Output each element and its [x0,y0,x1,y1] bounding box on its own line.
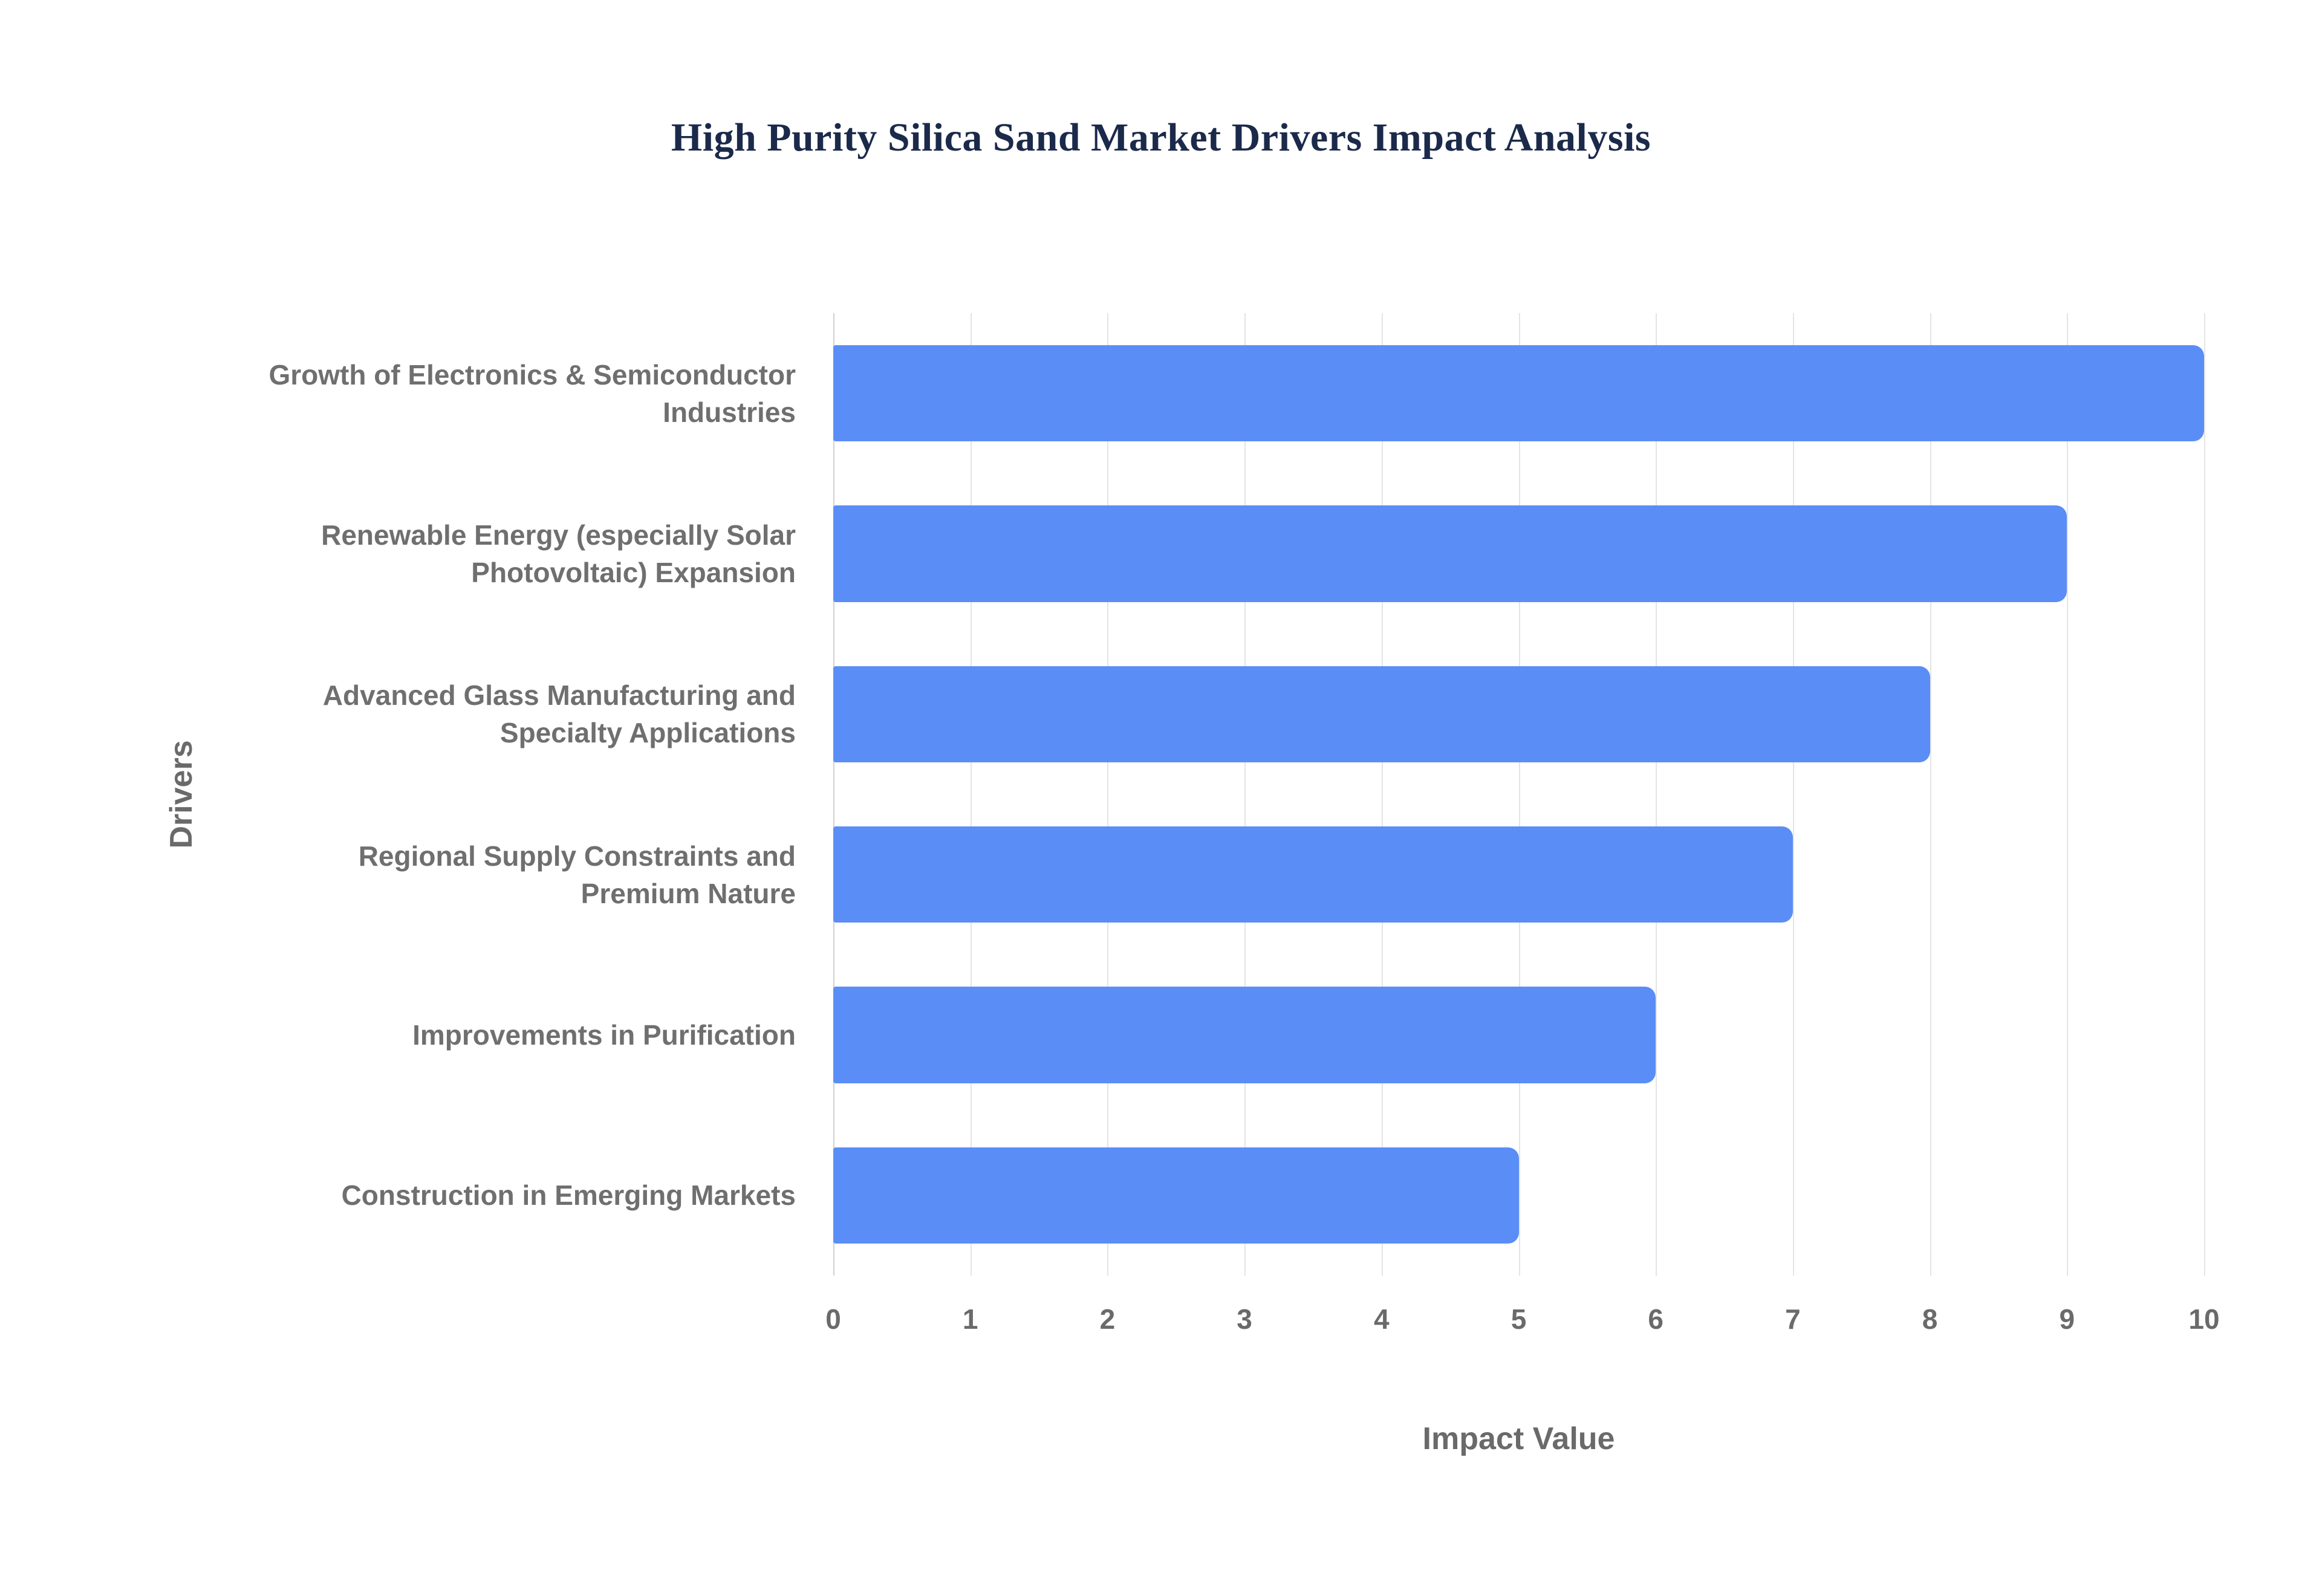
bar [833,345,2204,442]
gridline [970,313,972,1276]
category-label: Improvements in Purification [412,1019,796,1051]
bar [833,666,1930,762]
bar [833,1147,1519,1244]
x-tick-label: 7 [1785,1303,1801,1335]
category-label-row: Construction in Emerging Markets [0,1115,796,1276]
x-axis-tick-labels: 0 1 2 3 4 5 6 7 8 9 10 [825,1303,2219,1345]
x-tick-label: 6 [1648,1303,1663,1335]
gridline [833,313,834,1276]
x-tick-label: 9 [2059,1303,2075,1335]
gridline [1244,313,1246,1276]
bar-series [833,313,2204,1276]
category-axis-labels: Growth of Electronics & Semiconductor In… [0,313,796,1276]
bar-row [833,794,2204,955]
gridline [1930,313,1931,1276]
gridline [1381,313,1383,1276]
category-label-row: Renewable Energy (especially Solar Photo… [0,473,796,634]
bar-row [833,473,2204,634]
plot-area [833,313,2205,1276]
bar-row [833,955,2204,1115]
gridline [1792,313,1794,1276]
category-label: Regional Supply Constraints and Premium … [358,840,796,909]
bar [833,987,1656,1083]
x-tick-label: 5 [1511,1303,1527,1335]
gridline [1656,313,1657,1276]
gridline [2204,313,2205,1276]
category-label-row: Growth of Electronics & Semiconductor In… [0,313,796,473]
x-axis-title: Impact Value [1422,1421,1615,1456]
x-tick-label: 4 [1374,1303,1390,1335]
bar [833,826,1793,923]
bar-row [833,313,2204,473]
gridline [2067,313,2069,1276]
category-label: Growth of Electronics & Semiconductor In… [268,358,796,428]
gridline [1518,313,1520,1276]
x-tick-label: 8 [1922,1303,1938,1335]
chart-title: High Purity Silica Sand Market Drivers I… [671,115,1651,160]
category-label: Construction in Emerging Markets [341,1179,796,1212]
x-tick-label: 0 [825,1303,841,1335]
bar-row [833,634,2204,794]
x-tick-label: 1 [962,1303,978,1335]
x-tick-label: 3 [1237,1303,1252,1335]
bar [833,505,2067,602]
category-label: Renewable Energy (especially Solar Photo… [321,519,796,588]
x-tick-label: 10 [2188,1303,2220,1335]
category-label-row: Advanced Glass Manufacturing and Special… [0,634,796,794]
gridline [1107,313,1109,1276]
category-label-row: Regional Supply Constraints and Premium … [0,794,796,955]
bar-row [833,1115,2204,1276]
category-label: Advanced Glass Manufacturing and Special… [322,680,796,749]
x-tick-label: 2 [1099,1303,1116,1335]
category-label-row: Improvements in Purification [0,955,796,1115]
y-axis-title: Drivers [164,740,199,849]
